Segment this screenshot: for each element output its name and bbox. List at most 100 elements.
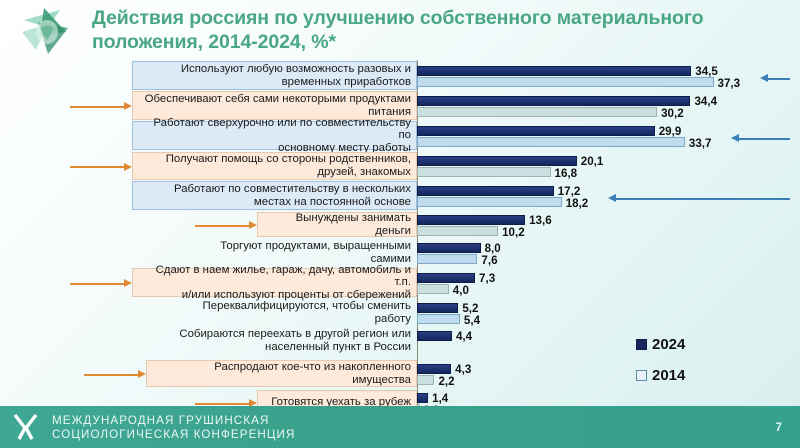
row-label-line-1: Работают по совместительству в нескольки… [173, 182, 411, 195]
bar-2024 [417, 303, 459, 313]
row-label: Используют любую возможность разовых и вр… [132, 61, 417, 90]
row-label-line-2: и/или используют проценты от сбережений [181, 288, 411, 301]
chart-row: Распродают кое-что из накопленного имуще… [0, 360, 800, 387]
callout-arrow-orange [195, 221, 257, 229]
bar-2024 [417, 243, 481, 253]
callout-arrow-orange [70, 102, 132, 110]
footer-line-1: МЕЖДУНАРОДНАЯ ГРУШИНСКАЯ [52, 414, 270, 427]
bar-2014 [417, 167, 551, 177]
legend-swatch-2024 [636, 339, 647, 350]
bar-value-2014: 33,7 [688, 137, 712, 150]
row-label: Работают по совместительству в нескольки… [132, 181, 417, 210]
bar-2024 [417, 331, 452, 341]
row-label: Переквалифицируются, чтобы сменить работ… [163, 300, 417, 325]
row-label-line-1: Собираются переехать в другой регион или [179, 327, 411, 340]
row-label-line-1: Готовятся уехать за рубеж [271, 396, 411, 409]
bar-value-2014: 37,3 [717, 77, 741, 90]
row-label-line-1: Распродают кое-что из накопленного имуще… [214, 360, 411, 386]
bar-2014 [417, 375, 435, 385]
row-label-line-1: Используют любую возможность разовых и [180, 62, 411, 75]
row-label-line-2: временных приработков [281, 75, 411, 88]
bar-value-2024: 5,2 [462, 302, 479, 315]
bar-value-2014: 5,4 [463, 314, 481, 327]
bar-value-2024: 1,4 [432, 392, 449, 405]
grushin-conference-logo [14, 6, 84, 58]
slide-footer: МЕЖДУНАРОДНАЯ ГРУШИНСКАЯ СОЦИОЛОГИЧЕСКАЯ… [0, 406, 800, 448]
bar-value-2014: 30,2 [661, 107, 684, 120]
row-label: Вынуждены занимать деньги [256, 211, 417, 237]
chart-row: Собираются переехать в другой регион или… [0, 328, 800, 353]
bar-value-2014: 2,2 [438, 375, 455, 388]
row-label-line-1: Получают помощь со стороны родственников… [165, 153, 411, 166]
chart-row: Получают помощь со стороны родственников… [0, 152, 800, 180]
chart-row: Работают сверхурочно или по совместитель… [0, 117, 800, 154]
bar-2014 [417, 226, 499, 236]
chart-row: Используют любую возможность разовых и вр… [0, 61, 800, 90]
row-label-line-1: Сдают в наем жилье, гараж, дачу, автомоб… [155, 263, 411, 289]
chart-row: Переквалифицируются, чтобы сменить работ… [0, 300, 800, 327]
row-label-line-2: питания [368, 105, 411, 118]
callout-arrow-blue [607, 194, 790, 202]
row-label: Торгуют продуктами, выращенными самими [181, 240, 417, 265]
row-label-line-2: основному месту работы [278, 141, 411, 154]
bar-value-2014: 4,0 [452, 284, 469, 297]
bar-2014 [417, 197, 562, 207]
row-label-line-1: Обеспечивают себя сами некоторыми продук… [144, 92, 411, 105]
bar-value-2024: 4,4 [455, 330, 473, 343]
bar-value-2024: 20,1 [580, 155, 604, 168]
bar-2024 [417, 96, 691, 106]
bar-value-2024: 7,3 [479, 272, 496, 285]
callout-arrow-blue [730, 134, 790, 142]
row-label-line-2: населенный пункт в России [265, 340, 411, 353]
bar-2014 [417, 137, 685, 147]
bar-value-2014: 10,2 [502, 226, 525, 239]
bar-2014 [417, 77, 714, 87]
bar-value-2014: 16,8 [554, 167, 578, 180]
footer-line-2: СОЦИОЛОГИЧЕСКАЯ КОНФЕРЕНЦИЯ [52, 427, 296, 441]
bar-2024 [417, 186, 554, 196]
bar-value-2014: 7,6 [481, 254, 498, 267]
bar-2014 [417, 254, 478, 264]
page-title: Действия россиян по улучшению собственно… [92, 7, 704, 53]
page-number: 7 [775, 420, 782, 434]
chart-legend: 2024 2014 [636, 336, 685, 398]
bar-2024 [417, 393, 429, 403]
x-monogram-icon [12, 412, 46, 442]
chart-row: Торгуют продуктами, выращенными самими 8,… [0, 240, 800, 267]
bar-value-2024: 34,5 [695, 65, 718, 78]
chart-row: Сдают в наем жилье, гараж, дачу, автомоб… [0, 264, 800, 301]
legend-label-2014: 2014 [652, 367, 686, 384]
callout-arrow-orange [84, 370, 146, 378]
legend-item-2014: 2014 [636, 367, 685, 384]
bar-2014 [417, 314, 460, 324]
row-label: Собираются переехать в другой регион или… [132, 328, 417, 353]
bar-value-2024: 17,2 [557, 185, 581, 198]
bar-value-2024: 29,9 [658, 125, 682, 138]
bar-2014 [417, 107, 658, 117]
legend-label-2024: 2024 [652, 336, 686, 353]
row-label-line-1: Работают сверхурочно или по совместитель… [153, 116, 411, 142]
row-label-line-2: друзей, знакомых [317, 166, 411, 178]
bar-2024 [417, 126, 655, 136]
row-label: Сдают в наем жилье, гараж, дачу, автомоб… [132, 264, 417, 301]
row-label-line-2: местах на постоянной основе [253, 195, 411, 208]
chart-row: Работают по совместительству в нескольки… [0, 181, 800, 210]
bar-2024 [417, 273, 476, 283]
chart-row: Обеспечивают себя сами некоторыми продук… [0, 91, 800, 120]
legend-swatch-2014 [636, 370, 647, 381]
bar-2024 [417, 156, 577, 166]
bar-2024 [417, 364, 452, 374]
bar-value-2014: 18,2 [565, 197, 589, 210]
bar-value-2024: 8,0 [484, 242, 501, 255]
callout-arrow-orange [70, 279, 132, 287]
bar-2024 [417, 215, 526, 225]
footer-organization: МЕЖДУНАРОДНАЯ ГРУШИНСКАЯ СОЦИОЛОГИЧЕСКАЯ… [52, 414, 295, 441]
chart-axis-line [417, 60, 418, 418]
row-label-line-1: Вынуждены занимать деньги [295, 211, 411, 237]
row-label: Работают сверхурочно или по совместитель… [132, 117, 417, 154]
row-label: Получают помощь со стороны родственников… [132, 152, 417, 180]
callout-arrow-blue [759, 74, 790, 82]
legend-item-2024: 2024 [636, 336, 685, 353]
bar-value-2024: 13,6 [529, 214, 552, 227]
slide-header: Действия россиян по улучшению собственно… [0, 0, 800, 62]
